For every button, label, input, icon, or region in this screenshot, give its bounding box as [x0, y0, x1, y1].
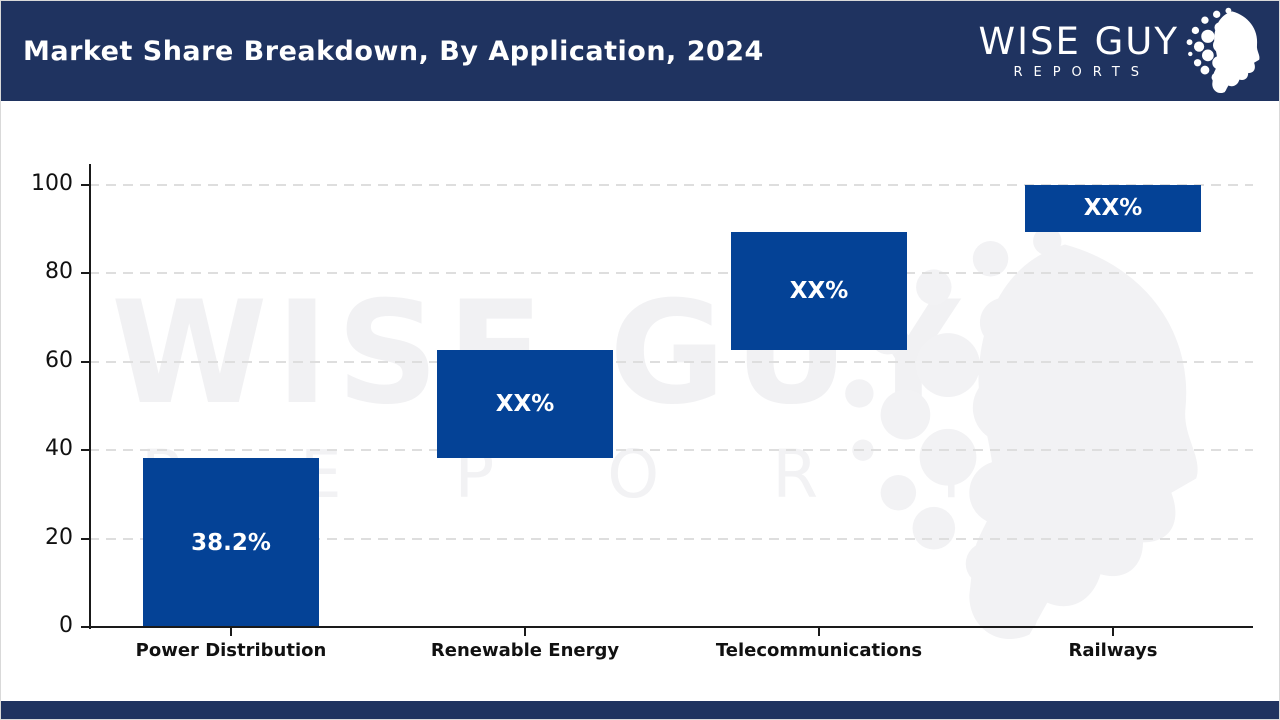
- logo-text: WISE GUY REPORTS: [979, 23, 1179, 79]
- bar-segment-2: XX%: [437, 350, 613, 459]
- wiseguy-head-icon: [1186, 7, 1260, 93]
- x-axis-tick: [1112, 628, 1114, 636]
- bar-value-label: 38.2%: [191, 529, 271, 556]
- x-axis-line: [89, 626, 1253, 628]
- bar-segment-3: XX%: [731, 231, 907, 351]
- bar-value-label: XX%: [1083, 195, 1143, 222]
- chart-area: WISE GUY R E P O R T S 0 20 40 60 80 100 38.2%…: [1, 101, 1279, 703]
- bar-segment-1: 38.2%: [143, 458, 319, 627]
- x-axis-tick-label: Power Distribution: [135, 640, 327, 661]
- x-axis-tick-label: Renewable Energy: [430, 640, 620, 661]
- y-axis-tick-label: 0: [59, 613, 73, 638]
- y-axis-line: [89, 164, 91, 629]
- y-axis-tick-label: 100: [31, 171, 73, 196]
- y-gridline: [89, 184, 1253, 186]
- logo-wordmark: WISE GUY: [978, 20, 1179, 63]
- x-axis-tick-label: Railways: [1068, 640, 1158, 661]
- footer-bar: [1, 701, 1279, 719]
- bar-segment-4: XX%: [1025, 185, 1201, 232]
- y-gridline: [89, 449, 1253, 452]
- y-gridline: [89, 537, 1253, 540]
- x-axis-tick: [230, 628, 232, 636]
- y-axis-tick: [81, 626, 89, 628]
- wiseguy-logo: WISE GUY REPORTS: [979, 7, 1267, 95]
- x-axis-tick-label: Telecommunications: [715, 640, 923, 661]
- y-gridline: [89, 360, 1253, 363]
- page-title: Market Share Breakdown, By Application, …: [23, 35, 764, 67]
- y-axis-tick: [81, 537, 89, 540]
- logo-subtext: REPORTS: [1013, 65, 1151, 80]
- x-axis-tick: [524, 628, 526, 636]
- y-axis-tick: [81, 449, 89, 452]
- bar-value-label: XX%: [495, 391, 555, 418]
- x-axis-tick: [818, 628, 820, 636]
- y-axis-tick-label: 80: [45, 259, 73, 285]
- y-gridline: [89, 272, 1253, 275]
- y-axis-tick-label: 40: [45, 436, 73, 462]
- y-axis-tick: [81, 184, 89, 186]
- y-axis-tick: [81, 360, 89, 363]
- y-axis-tick-label: 20: [45, 524, 73, 550]
- y-axis-tick-label: 60: [45, 347, 73, 373]
- bar-value-label: XX%: [789, 278, 849, 305]
- y-axis-tick: [81, 272, 89, 275]
- header-bar: Market Share Breakdown, By Application, …: [1, 1, 1279, 101]
